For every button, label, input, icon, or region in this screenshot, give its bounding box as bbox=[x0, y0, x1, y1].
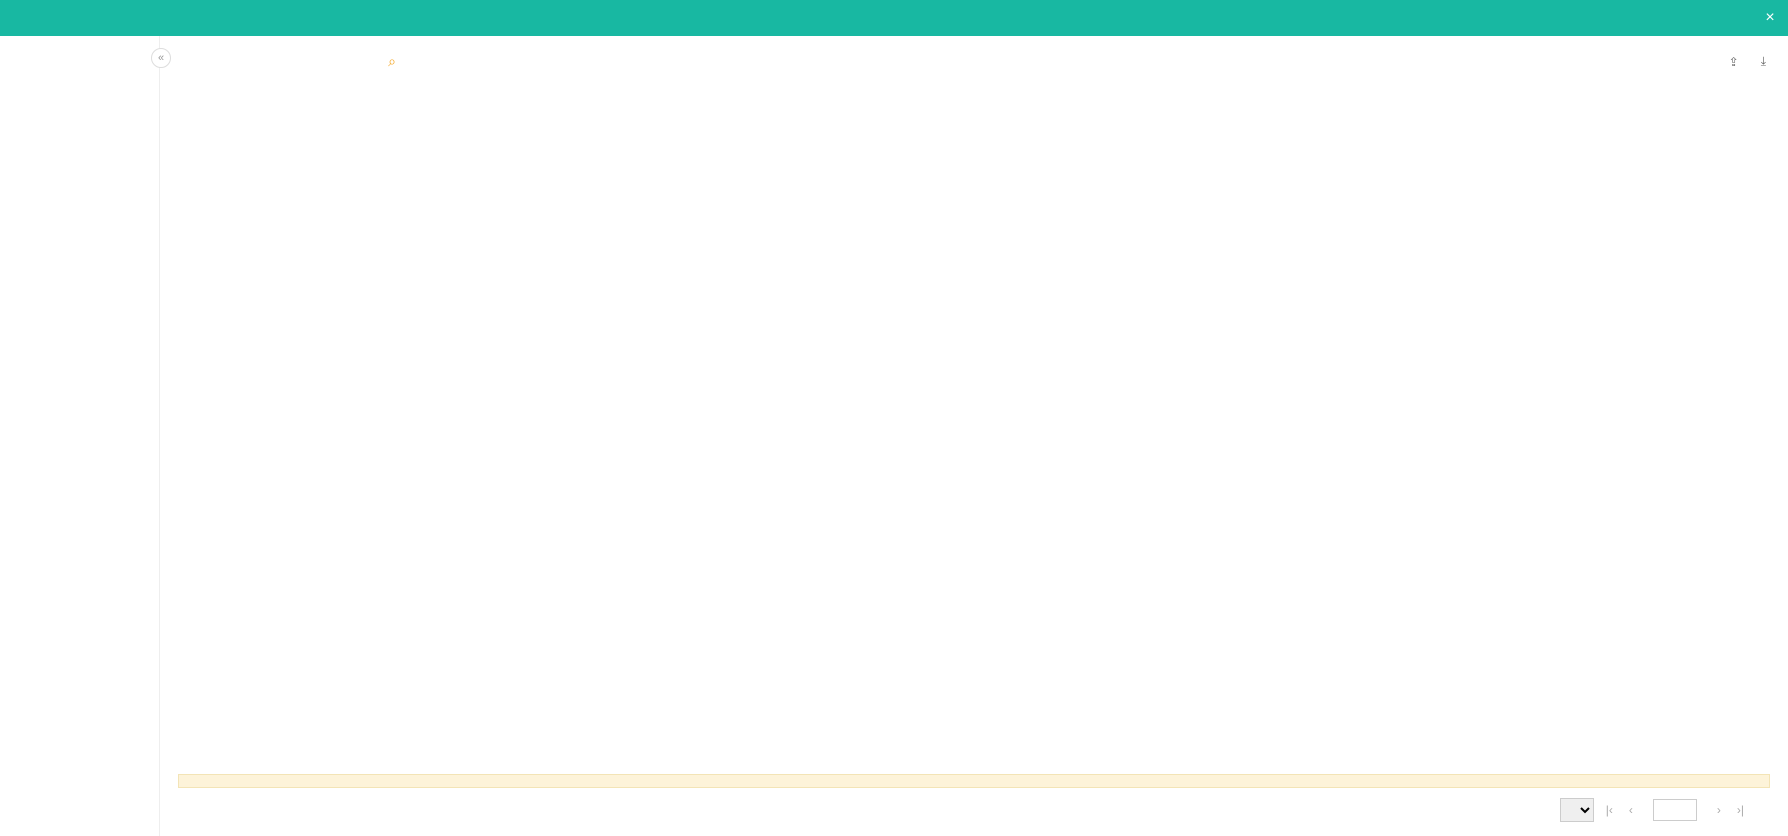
prev-page-button[interactable]: ‹ bbox=[1625, 803, 1637, 817]
close-all-tabs-button[interactable]: × bbox=[1752, 0, 1788, 36]
next-page-button[interactable]: › bbox=[1713, 803, 1725, 817]
page-number-input[interactable] bbox=[1653, 799, 1697, 821]
last-page-button[interactable]: ›| bbox=[1733, 803, 1748, 817]
totals-row bbox=[178, 774, 1770, 788]
first-page-button[interactable]: |‹ bbox=[1602, 803, 1617, 817]
content-header: ⌕ ⇪ ⤓ bbox=[178, 50, 1770, 73]
share-button[interactable]: ⇪ bbox=[1729, 54, 1743, 69]
sidebar: « bbox=[0, 36, 160, 836]
pagination: |‹ ‹ › ›| bbox=[178, 788, 1770, 836]
export-icon: ⤓ bbox=[1761, 54, 1766, 69]
per-page-select[interactable] bbox=[1560, 798, 1594, 822]
export-button[interactable]: ⤓ bbox=[1761, 54, 1770, 69]
share-icon: ⇪ bbox=[1729, 55, 1739, 69]
search-icon[interactable]: ⌕ bbox=[388, 53, 396, 70]
search-box: ⌕ bbox=[196, 50, 396, 73]
top-tab-bar: × bbox=[0, 0, 1788, 36]
content-area: ⌕ ⇪ ⤓ |‹ ‹ › ›| bbox=[160, 36, 1788, 836]
search-input[interactable] bbox=[196, 50, 396, 73]
table-wrap[interactable] bbox=[178, 83, 1770, 774]
